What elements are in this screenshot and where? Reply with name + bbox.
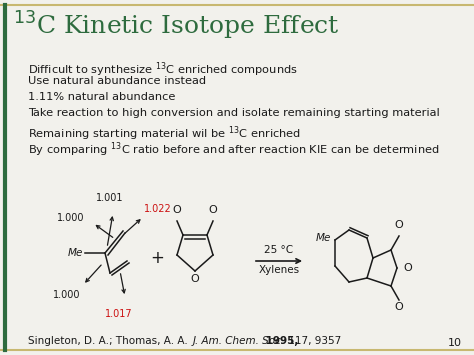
Text: O: O [209, 205, 218, 215]
Text: 1.000: 1.000 [57, 213, 84, 223]
Text: 1.017: 1.017 [105, 309, 133, 319]
Text: 1.000: 1.000 [53, 290, 81, 300]
Text: O: O [403, 263, 412, 273]
Text: O: O [191, 274, 200, 284]
Text: Me: Me [316, 233, 331, 243]
Text: O: O [395, 302, 403, 312]
Text: +: + [150, 249, 164, 267]
Text: 1.022: 1.022 [144, 204, 172, 214]
Text: 1995,: 1995, [262, 336, 298, 346]
Text: $^{13}$C Kinetic Isotope Effect: $^{13}$C Kinetic Isotope Effect [13, 10, 340, 42]
Text: Me: Me [68, 248, 83, 258]
Text: Singleton, D. A.; Thomas, A. A.: Singleton, D. A.; Thomas, A. A. [28, 336, 191, 346]
Text: 1.001: 1.001 [96, 193, 124, 203]
Text: Use natural abundance instead: Use natural abundance instead [28, 76, 206, 86]
Text: Remaining starting material wil be $^{13}$C enriched: Remaining starting material wil be $^{13… [28, 124, 301, 143]
Text: O: O [173, 205, 182, 215]
Text: O: O [395, 220, 403, 230]
Text: J. Am. Chem. Soc.: J. Am. Chem. Soc. [193, 336, 285, 346]
Text: 117, 9357: 117, 9357 [285, 336, 341, 346]
Text: 1.11% natural abundance: 1.11% natural abundance [28, 92, 175, 102]
Text: Take reaction to high conversion and isolate remaining starting material: Take reaction to high conversion and iso… [28, 108, 440, 118]
Text: Difficult to synthesize $^{13}$C enriched compounds: Difficult to synthesize $^{13}$C enriche… [28, 60, 298, 78]
Text: 10: 10 [448, 338, 462, 348]
Text: Xylenes: Xylenes [258, 265, 300, 275]
Text: By comparing $^{13}$C ratio before and after reaction KIE can be determined: By comparing $^{13}$C ratio before and a… [28, 140, 439, 159]
Text: 25 °C: 25 °C [264, 245, 293, 255]
